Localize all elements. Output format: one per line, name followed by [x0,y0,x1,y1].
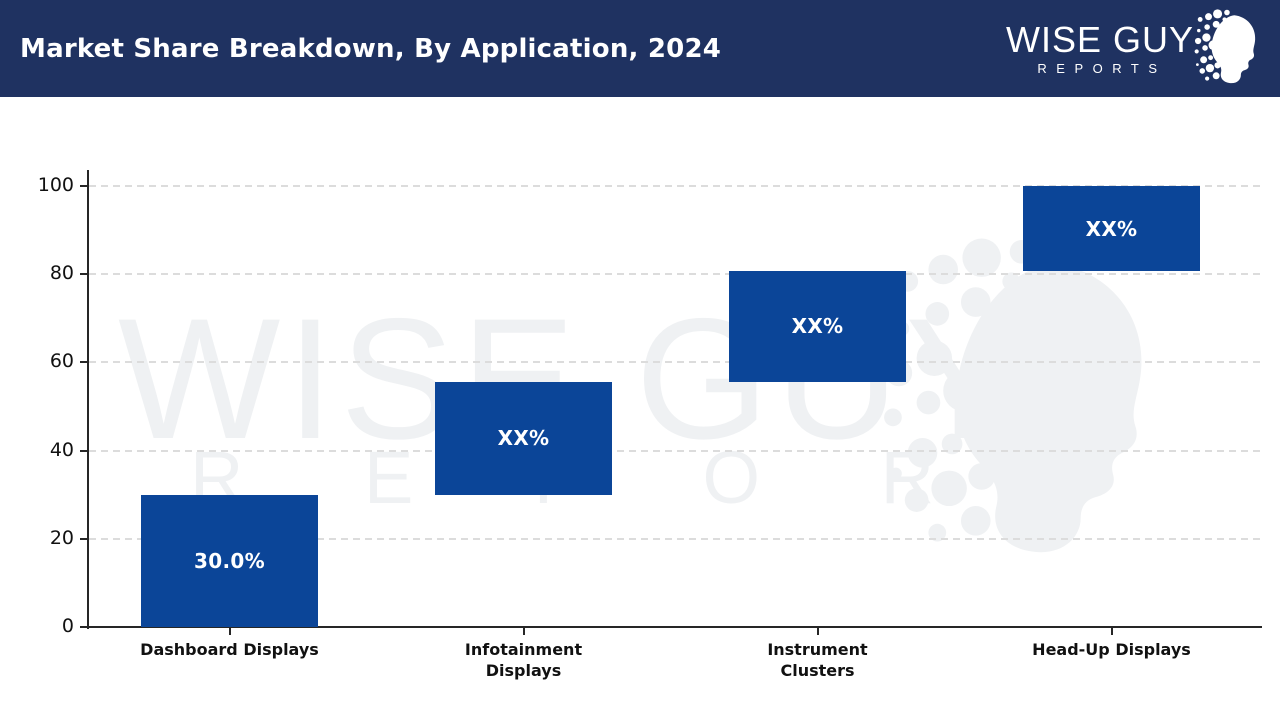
x-tick [522,628,525,635]
dot-face-logo-icon [1190,9,1266,89]
gridline-100 [89,185,1262,187]
category-label: Infotainment Displays [464,640,583,680]
bar-segment: 30.0% [141,494,318,627]
wise-guy-logo: WISE GUY REPORTS [1006,9,1266,89]
x-axis-line [86,626,1262,628]
watermark-dot-face-icon [870,237,1182,577]
bar-segment: XX% [435,381,612,495]
page-title: Market Share Breakdown, By Application, … [20,33,722,64]
gridline-40 [89,449,1262,452]
y-axis-line [87,170,89,629]
y-tick-40 [80,449,88,452]
logo-subtitle: REPORTS [1037,60,1167,76]
gridline-80 [89,273,1262,276]
logo-wordmark: WISE GUY [1005,18,1194,60]
y-tick-label-40: 40 [49,438,74,461]
x-tick [228,628,231,635]
category-label: Dashboard Displays [140,640,319,659]
y-tick-label-0: 0 [61,615,74,637]
chart-area: WISE GUY R E P O R T S 02040608010030.0%… [0,97,1280,720]
header-bar: Market Share Breakdown, By Application, … [0,0,1280,97]
y-tick-label-100: 100 [37,174,74,196]
y-tick-label-20: 20 [49,526,74,549]
bar-value-label: XX% [497,426,550,451]
category-label: Instrument Clusters [767,640,868,680]
y-tick-20 [80,537,88,540]
y-tick-label-80: 80 [49,262,74,285]
y-tick-100 [80,185,88,187]
bar-value-label: XX% [791,314,844,339]
logo-text: WISE GUY REPORTS [1005,18,1194,76]
y-tick-0 [80,626,88,628]
bar-value-label: 30.0% [194,548,265,573]
y-tick-label-60: 60 [49,350,74,373]
bar-value-label: XX% [1085,216,1138,241]
category-label: Head-Up Displays [1032,640,1191,659]
y-tick-60 [80,361,88,364]
bar-segment: XX% [729,271,906,382]
x-tick [1110,628,1113,635]
x-tick [816,628,819,635]
y-tick-80 [80,273,88,276]
gridline-20 [89,537,1262,540]
gridline-60 [89,361,1262,364]
bar-segment: XX% [1023,186,1200,272]
